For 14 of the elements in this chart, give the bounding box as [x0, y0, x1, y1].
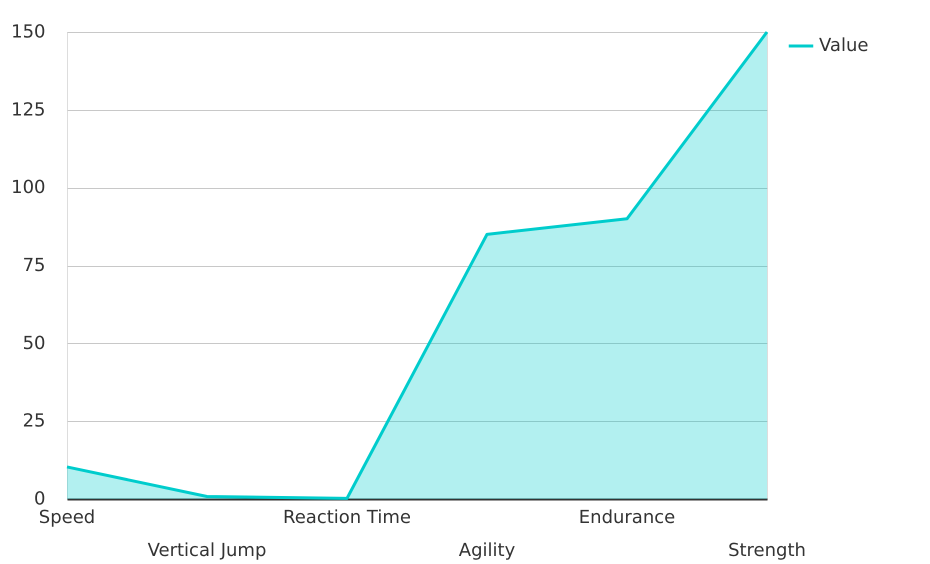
- x-tick-label: Endurance: [578, 507, 676, 528]
- x-tick-label: Reaction Time: [283, 507, 411, 528]
- y-tick-label: 75: [22, 255, 46, 276]
- y-tick-label: 0: [34, 488, 46, 510]
- x-tick-label: Vertical Jump: [148, 540, 266, 561]
- legend-label: Value: [819, 35, 868, 56]
- y-tick-label: 25: [22, 410, 46, 432]
- y-tick-label: 125: [11, 99, 46, 120]
- x-tick-label: Agility: [458, 540, 516, 561]
- x-tick-label: Strength: [728, 540, 806, 561]
- y-tick-label: 150: [11, 22, 46, 42]
- x-tick-label: Speed: [38, 507, 96, 528]
- y-tick-label: 100: [11, 177, 46, 198]
- y-tick-label: 50: [22, 332, 46, 354]
